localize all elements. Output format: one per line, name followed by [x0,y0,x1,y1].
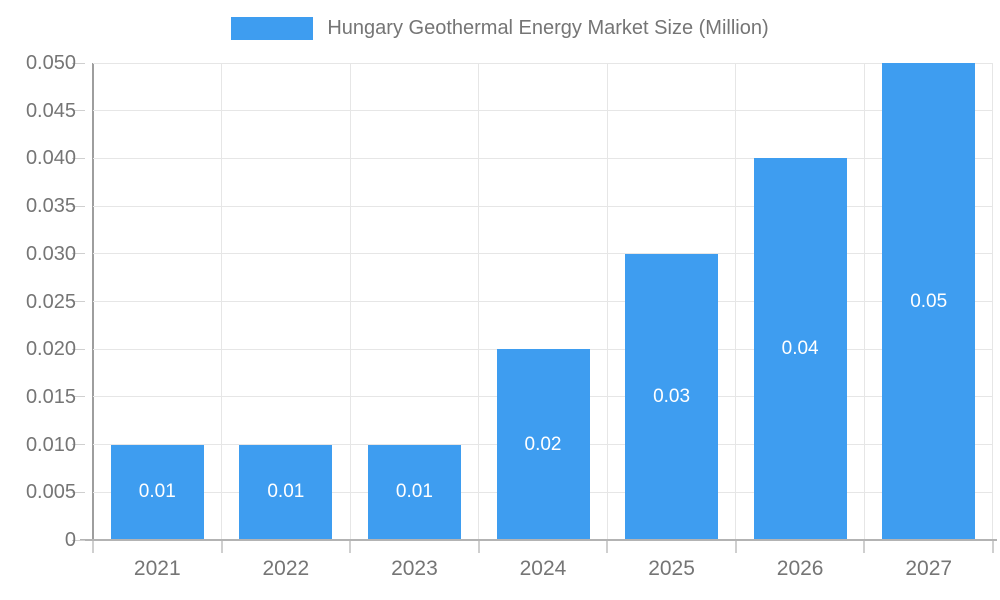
y-axis-tick [72,348,85,350]
y-axis-tick [72,110,85,112]
gridline-horizontal [93,62,993,64]
gridline-vertical [349,63,351,540]
gridline-horizontal [93,348,993,350]
x-axis-category-label: 2024 [519,557,567,580]
gridline-horizontal [93,253,993,255]
y-axis-tick [72,205,85,207]
x-axis-tick [477,541,480,553]
y-axis-tick-label: 0.030 [25,242,76,265]
y-axis-tick-label: 0.040 [25,147,76,170]
gridline-horizontal [93,157,993,159]
x-axis-tick [863,541,866,553]
gridline-vertical [991,63,993,540]
gridline-horizontal [93,110,993,112]
y-axis-tick-label: 0.025 [25,290,76,313]
y-axis-tick [72,253,85,255]
y-axis-tick-label: 0.045 [25,99,76,122]
gridline-vertical [478,63,480,540]
x-axis-tick [220,541,223,553]
chart-legend: Hungary Geothermal Energy Market Size (M… [0,17,1000,40]
gridline-vertical [221,63,223,540]
gridline-horizontal [93,205,993,207]
x-axis-category-label: 2027 [905,557,953,580]
bar-2026[interactable]: 0.04 [753,158,847,540]
x-axis-tick [992,541,994,553]
legend-series-label: Hungary Geothermal Energy Market Size (M… [327,17,769,39]
bar-2022[interactable]: 0.01 [239,444,333,540]
y-axis-tick [72,301,85,302]
bar-value-label: 0.02 [524,433,562,455]
x-axis-tick [606,541,609,553]
y-axis-tick-label: 0.005 [25,481,76,504]
y-axis-tick-label: 0.010 [25,433,76,456]
plot-area: 0.01 0.01 0.01 0.02 0.03 0.04 0.05 [93,62,993,540]
gridline-vertical [735,63,737,540]
x-axis-category-label: 2021 [133,557,181,580]
y-axis-tick [72,539,85,541]
y-axis-tick-label: 0.035 [25,195,76,218]
legend-swatch [231,17,314,40]
bar-value-label: 0.05 [910,290,948,312]
bar-2021[interactable]: 0.01 [110,444,204,540]
x-axis-category-label: 2022 [262,557,310,580]
x-axis-tick [92,541,94,553]
y-axis-tick [72,62,85,64]
y-axis-tick [72,157,85,159]
bar-2024[interactable]: 0.02 [496,349,590,540]
y-axis-tick [72,491,85,493]
bar-2023[interactable]: 0.01 [367,444,461,540]
y-axis-tick [72,444,85,446]
bar-value-label: 0.01 [395,481,433,503]
x-axis-baseline [80,539,997,541]
gridline-vertical [606,63,608,540]
bar-2025[interactable]: 0.03 [625,253,719,540]
gridline-horizontal [93,301,993,302]
x-axis-category-label: 2026 [776,557,824,580]
x-axis-category-label: 2025 [648,557,695,580]
x-axis-category-label: 2023 [391,557,438,580]
y-axis-tick-label: 0.050 [25,52,76,74]
y-axis-tick-label: 0.015 [25,385,76,408]
bar-value-label: 0.01 [138,481,176,503]
bar-value-label: 0.04 [781,338,819,360]
y-axis-tick [72,396,85,398]
bar-2027[interactable]: 0.05 [882,63,976,540]
y-axis-tick-label: 0 [64,529,76,551]
x-axis-tick [349,541,352,553]
y-axis-tick-label: 0.020 [25,338,76,361]
bar-value-label: 0.03 [653,385,691,407]
bar-value-label: 0.01 [267,481,305,503]
x-axis-tick [734,541,737,553]
gridline-vertical [863,63,865,540]
